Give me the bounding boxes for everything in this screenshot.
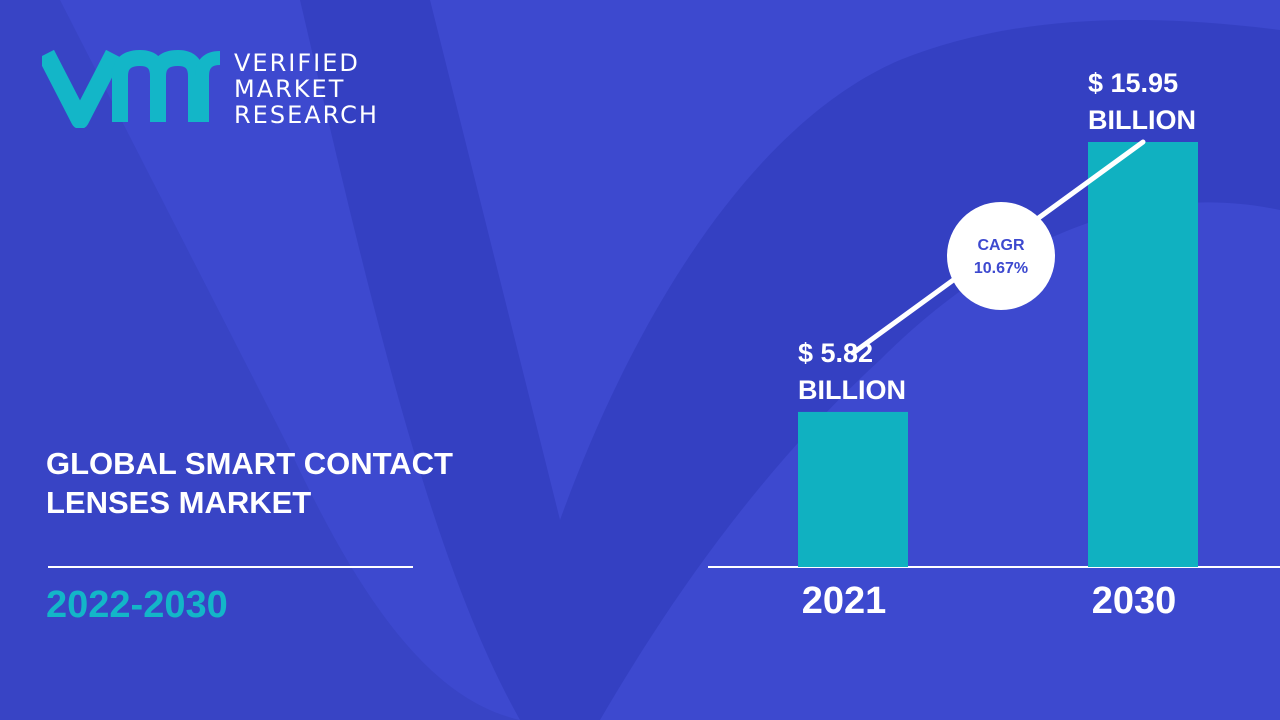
brand-line-3: RESEARCH [234,101,379,129]
bar-2030 [1088,142,1198,567]
bar-2021 [798,411,908,567]
cagr-value: 10.67% [974,260,1028,277]
x-tick-label: 2021 [802,580,887,622]
data-label: $ 5.82 [798,338,873,368]
title-divider [48,566,413,568]
data-label: $ 15.95 [1088,68,1178,98]
cagr-label: CAGR [977,237,1025,254]
vmr-logo-icon [42,49,221,128]
data-label: BILLION [798,375,906,405]
cagr-badge [947,202,1055,310]
data-label: BILLION [1088,105,1196,135]
x-tick-label: 2030 [1092,580,1177,622]
title-line-2: LENSES MARKET [46,485,312,520]
page-title: GLOBAL SMART CONTACT LENSES MARKET [46,444,486,522]
brand-line-2: MARKET [234,75,346,103]
brand-line-1: VERIFIED [234,49,360,77]
title-line-1: GLOBAL SMART CONTACT [46,446,453,481]
brand-wordmark: VERIFIED MARKET RESEARCH [234,50,379,128]
forecast-period: 2022-2030 [46,584,228,626]
